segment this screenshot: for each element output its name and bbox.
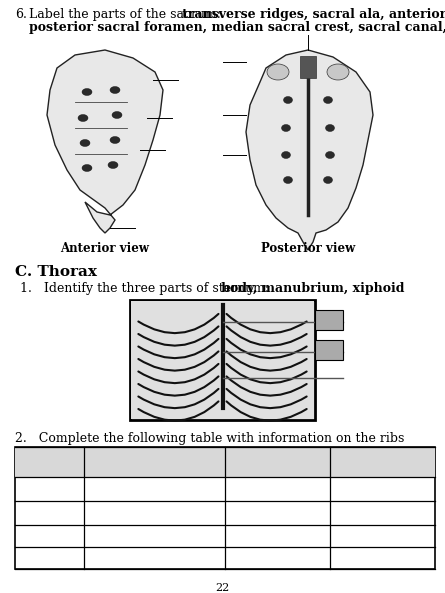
Text: Posterior
attachment: Posterior attachment [242, 450, 313, 474]
Text: body, manubrium, xiphoid: body, manubrium, xiphoid [20, 282, 405, 295]
Ellipse shape [82, 164, 92, 171]
Ellipse shape [325, 125, 335, 132]
Bar [15, 447, 435, 569]
Polygon shape [246, 50, 373, 250]
Bar [15, 447, 435, 477]
Bar [131, 301, 314, 419]
Ellipse shape [325, 151, 335, 158]
Text: 8-10: 8-10 [30, 530, 56, 543]
Text: 2.   Complete the following table with information on the ribs: 2. Complete the following table with inf… [15, 432, 405, 445]
Bar [315, 340, 343, 360]
Text: Ribs: Ribs [36, 457, 64, 467]
Polygon shape [47, 50, 163, 233]
Ellipse shape [267, 64, 289, 80]
Text: 22: 22 [215, 583, 229, 593]
Bar [315, 310, 343, 330]
Text: 6.: 6. [15, 8, 27, 21]
Text: Label the parts of the sacrum:: Label the parts of the sacrum: [29, 8, 225, 21]
Text: transverse ridges, sacral ala, anterior sacral foramen,: transverse ridges, sacral ala, anterior … [29, 8, 445, 21]
Ellipse shape [78, 114, 88, 122]
Text: 8-12:: 8-12: [20, 506, 54, 519]
Bar [130, 300, 315, 420]
Text: posterior sacral foramen, median sacral crest, sacral canal, sacral hiatus, cocc: posterior sacral foramen, median sacral … [29, 21, 445, 34]
Text: Posterior view: Posterior view [261, 242, 355, 255]
Ellipse shape [282, 151, 291, 158]
Ellipse shape [112, 111, 122, 119]
Bar [300, 56, 316, 78]
Text: Anterior
attachment: Anterior attachment [347, 450, 418, 474]
Ellipse shape [327, 64, 349, 80]
Text: 1 – 7:: 1 – 7: [20, 483, 55, 496]
Text: Name: Name [137, 457, 173, 467]
Ellipse shape [324, 177, 332, 183]
Ellipse shape [80, 139, 90, 146]
Text: C. Thorax: C. Thorax [15, 265, 97, 279]
Text: Anterior view: Anterior view [61, 242, 150, 255]
Ellipse shape [110, 87, 120, 94]
Ellipse shape [282, 125, 291, 132]
Ellipse shape [324, 97, 332, 104]
Ellipse shape [283, 177, 292, 183]
Ellipse shape [283, 97, 292, 104]
Text: 11, 12: 11, 12 [30, 551, 67, 565]
Ellipse shape [108, 161, 118, 168]
Text: 1.   Identify the three parts of sternum:: 1. Identify the three parts of sternum: [20, 282, 273, 295]
Ellipse shape [110, 136, 120, 144]
Ellipse shape [82, 88, 92, 95]
